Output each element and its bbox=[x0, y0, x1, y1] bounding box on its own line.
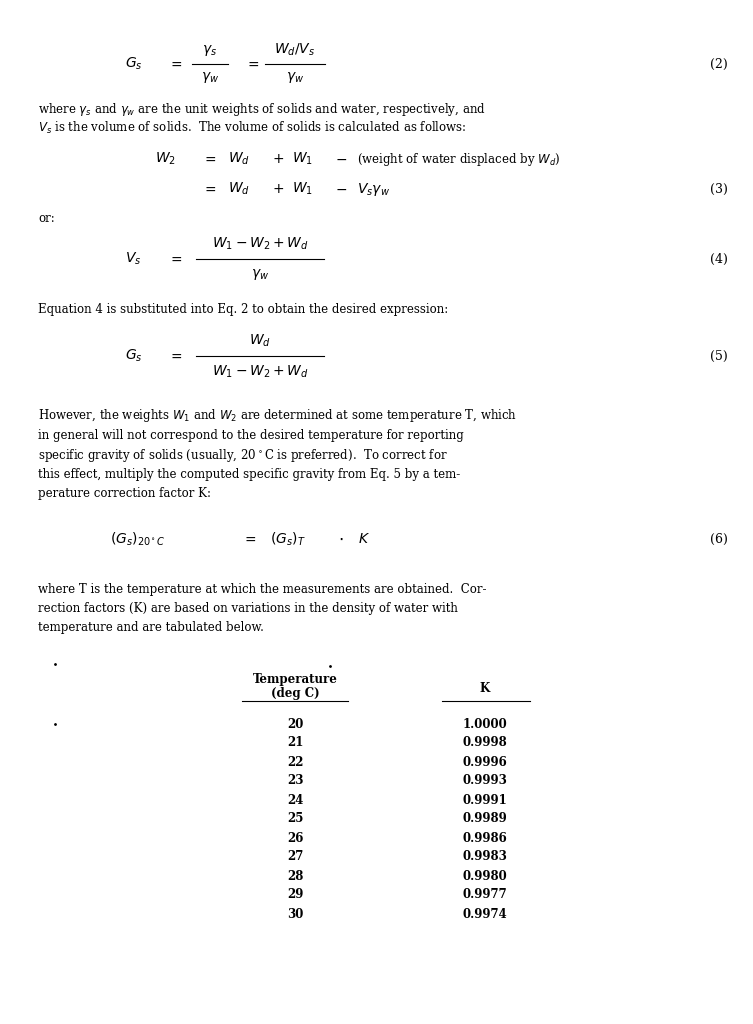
Text: 27: 27 bbox=[287, 851, 303, 863]
Text: (2): (2) bbox=[710, 57, 727, 71]
Text: (5): (5) bbox=[710, 349, 727, 362]
Text: this effect, multiply the computed specific gravity from Eq. 5 by a tem-: this effect, multiply the computed speci… bbox=[38, 468, 460, 481]
Text: 0.9980: 0.9980 bbox=[462, 869, 508, 883]
Text: $-$: $-$ bbox=[335, 152, 347, 166]
Text: $(G_s)_T$: $(G_s)_T$ bbox=[270, 530, 306, 548]
Text: $W_1$: $W_1$ bbox=[292, 181, 313, 198]
Text: 26: 26 bbox=[287, 831, 303, 845]
Text: 23: 23 bbox=[287, 774, 303, 787]
Text: $+$: $+$ bbox=[272, 182, 284, 196]
Text: $=$: $=$ bbox=[202, 152, 217, 166]
Text: (4): (4) bbox=[710, 253, 728, 265]
Text: $W_1$: $W_1$ bbox=[292, 151, 313, 167]
Text: $=$: $=$ bbox=[202, 182, 217, 196]
Text: $(G_s)_{20^\circ C}$: $(G_s)_{20^\circ C}$ bbox=[110, 530, 166, 548]
Text: in general will not correspond to the desired temperature for reporting: in general will not correspond to the de… bbox=[38, 429, 464, 442]
Text: (deg C): (deg C) bbox=[270, 686, 319, 699]
Text: where T is the temperature at which the measurements are obtained.  Cor-: where T is the temperature at which the … bbox=[38, 583, 486, 596]
Text: $\gamma_w$: $\gamma_w$ bbox=[201, 70, 219, 85]
Text: $-$: $-$ bbox=[335, 182, 347, 196]
Text: $\gamma_s$: $\gamma_s$ bbox=[203, 43, 218, 58]
Text: 0.9993: 0.9993 bbox=[462, 774, 508, 787]
Text: $V_s$ is the volume of solids.  The volume of solids is calculated as follows:: $V_s$ is the volume of solids. The volum… bbox=[38, 120, 467, 136]
Text: $=$: $=$ bbox=[245, 57, 260, 71]
Text: 24: 24 bbox=[287, 794, 303, 807]
Text: or:: or: bbox=[38, 213, 55, 225]
Text: 30: 30 bbox=[287, 907, 303, 921]
Text: Equation 4 is substituted into Eq. 2 to obtain the desired expression:: Equation 4 is substituted into Eq. 2 to … bbox=[38, 302, 448, 315]
Text: (3): (3) bbox=[710, 182, 728, 196]
Text: However, the weights $W_1$ and $W_2$ are determined at some temperature T, which: However, the weights $W_1$ and $W_2$ are… bbox=[38, 408, 517, 425]
Text: Temperature: Temperature bbox=[252, 673, 337, 685]
Text: $\gamma_w$: $\gamma_w$ bbox=[286, 70, 304, 85]
Text: $\cdot$: $\cdot$ bbox=[338, 530, 343, 548]
Text: $W_1 - W_2 + W_d$: $W_1 - W_2 + W_d$ bbox=[212, 364, 308, 380]
Text: $W_d$: $W_d$ bbox=[228, 151, 250, 167]
Text: (6): (6) bbox=[710, 532, 728, 546]
Text: $=$: $=$ bbox=[168, 252, 183, 266]
Text: 22: 22 bbox=[287, 756, 303, 768]
Text: 0.9989: 0.9989 bbox=[462, 812, 508, 825]
Text: 0.9998: 0.9998 bbox=[462, 736, 508, 750]
Text: (weight of water displaced by $W_d$): (weight of water displaced by $W_d$) bbox=[357, 151, 560, 168]
Text: $=$: $=$ bbox=[242, 532, 257, 546]
Text: 21: 21 bbox=[287, 736, 303, 750]
Text: 29: 29 bbox=[287, 889, 303, 901]
Text: $W_1 - W_2 + W_d$: $W_1 - W_2 + W_d$ bbox=[212, 236, 308, 252]
Text: $V_s$: $V_s$ bbox=[125, 251, 142, 267]
Text: $=$: $=$ bbox=[168, 349, 183, 362]
Text: 0.9991: 0.9991 bbox=[462, 794, 508, 807]
Text: 28: 28 bbox=[287, 869, 303, 883]
Text: $W_2$: $W_2$ bbox=[155, 151, 176, 167]
Text: $K$: $K$ bbox=[358, 532, 370, 546]
Text: 0.9977: 0.9977 bbox=[462, 889, 508, 901]
Text: $W_d/V_s$: $W_d/V_s$ bbox=[274, 42, 316, 58]
Text: 1.0000: 1.0000 bbox=[462, 718, 508, 730]
Text: $G_s$: $G_s$ bbox=[125, 348, 142, 365]
Text: $V_s \gamma_w$: $V_s \gamma_w$ bbox=[357, 180, 390, 198]
Text: perature correction factor K:: perature correction factor K: bbox=[38, 487, 211, 501]
Text: specific gravity of solids (usually, 20$^\circ$C is preferred).  To correct for: specific gravity of solids (usually, 20$… bbox=[38, 446, 448, 464]
Text: rection factors (K) are based on variations in the density of water with: rection factors (K) are based on variati… bbox=[38, 602, 458, 615]
Text: $\gamma_w$: $\gamma_w$ bbox=[251, 267, 269, 282]
Text: K: K bbox=[480, 683, 490, 695]
Text: where $\gamma_s$ and $\gamma_w$ are the unit weights of solids and water, respec: where $\gamma_s$ and $\gamma_w$ are the … bbox=[38, 100, 486, 118]
Text: 25: 25 bbox=[287, 812, 303, 825]
Text: $W_d$: $W_d$ bbox=[249, 333, 271, 349]
Text: 0.9986: 0.9986 bbox=[462, 831, 508, 845]
Text: $G_s$: $G_s$ bbox=[125, 55, 142, 73]
Text: temperature and are tabulated below.: temperature and are tabulated below. bbox=[38, 622, 264, 635]
Text: 0.9974: 0.9974 bbox=[462, 907, 508, 921]
Text: $=$: $=$ bbox=[168, 57, 183, 71]
Text: 0.9983: 0.9983 bbox=[462, 851, 508, 863]
Text: 0.9996: 0.9996 bbox=[462, 756, 508, 768]
Text: $+$: $+$ bbox=[272, 152, 284, 166]
Text: $W_d$: $W_d$ bbox=[228, 181, 250, 198]
Text: 20: 20 bbox=[287, 718, 303, 730]
